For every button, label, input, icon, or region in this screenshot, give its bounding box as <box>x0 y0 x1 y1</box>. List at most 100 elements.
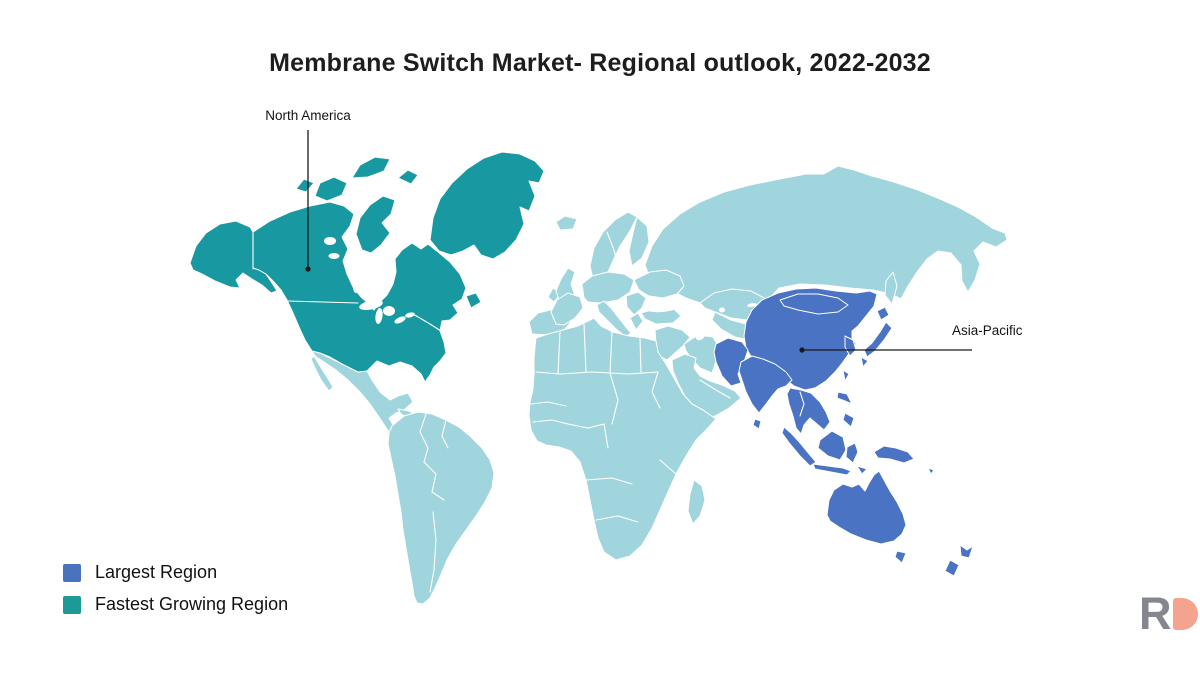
logo-letter-d-shape <box>1172 598 1198 630</box>
landmass-balkans <box>625 291 647 316</box>
great-bear-lake <box>324 237 336 245</box>
great-slave-lake <box>328 253 340 259</box>
border-angola-zambia <box>585 477 633 485</box>
border-west-africa-1 <box>530 401 567 407</box>
landmass-taiwan <box>842 369 850 382</box>
border-south-africa <box>595 515 639 523</box>
landmass-canada-usa <box>252 201 467 383</box>
border-us-canada-east <box>412 313 442 332</box>
landmass-greece <box>629 312 644 331</box>
landmass-finland <box>628 216 650 267</box>
border-bolivia <box>423 461 445 501</box>
landmass-south-america <box>387 411 495 605</box>
border-central-africa <box>603 423 609 449</box>
landmass-indochina-malaya <box>786 387 831 435</box>
landmass-italy <box>596 300 632 338</box>
landmass-borneo <box>817 430 847 461</box>
landmass-mongolia <box>779 293 849 315</box>
lake-huron <box>383 306 395 316</box>
landmass-japan-hokkaido <box>876 306 890 321</box>
landmass-australia <box>826 470 907 545</box>
lake-ontario <box>405 312 415 318</box>
landmass-eastern-europe <box>633 269 685 299</box>
legend-item-largest-region: Largest Region <box>63 562 288 583</box>
legend-swatch-largest-region <box>63 563 81 582</box>
landmass-greenland <box>429 151 545 260</box>
landmass-korea <box>844 335 857 357</box>
lake-balkhash <box>747 303 757 307</box>
landmass-japan-kyushu <box>860 356 869 368</box>
border-norway-sweden <box>606 231 619 267</box>
region-other-markets <box>310 165 1008 605</box>
lake-michigan <box>375 308 383 324</box>
border-africa-ns-4 <box>639 337 642 373</box>
lake-winnipeg <box>353 281 359 293</box>
landmass-alaska <box>189 220 278 294</box>
landmass-madagascar <box>687 479 706 525</box>
landmass-sulawesi <box>845 442 859 464</box>
black-sea <box>642 297 682 313</box>
landmass-devon-island <box>397 169 419 185</box>
border-africa-ns-2 <box>583 323 587 373</box>
landmass-iran <box>683 334 720 374</box>
landmass-japan-honshu <box>863 321 893 358</box>
brand-logo: R <box>1139 588 1198 639</box>
landmass-newfoundland <box>465 292 482 309</box>
legend-label-fastest-growing-region: Fastest Growing Region <box>95 594 289 614</box>
lake-erie <box>394 316 406 324</box>
legend-item-fastest-growing-region: Fastest Growing Region <box>63 594 288 615</box>
landmass-france <box>550 292 584 326</box>
border-thailand-myanmar <box>799 391 805 417</box>
annotation-leaders <box>305 130 972 353</box>
annotation-north-america: North America <box>265 108 351 123</box>
lake-superior <box>359 299 383 311</box>
legend-swatch-fastest-growing-region <box>63 595 81 614</box>
landmass-solomon-islands <box>927 467 935 475</box>
landmass-new-guinea <box>873 445 915 464</box>
border-sahara-horizontal <box>535 371 659 375</box>
border-tanzania <box>659 459 677 475</box>
border-africa-ns-3 <box>609 331 613 374</box>
border-sudan-ethiopia <box>651 371 661 409</box>
landmass-sri-lanka <box>752 418 762 430</box>
landmass-baffin-island <box>355 195 396 254</box>
border-venezuela-brazil <box>441 419 449 449</box>
landmass-new-zealand-south <box>944 559 960 577</box>
landmass-victoria-island <box>314 176 348 202</box>
north-america-leader-dot <box>305 266 311 272</box>
border-saudi-yemen <box>699 379 731 399</box>
landmass-russia <box>644 165 1008 304</box>
landmass-india <box>738 355 793 414</box>
landmass-arabia <box>671 353 742 421</box>
asia-pacific-leader-dot <box>799 347 805 353</box>
landmass-philippines-mindanao <box>842 412 855 428</box>
landmass-banks-island <box>295 178 315 193</box>
landmass-sumatra <box>781 426 817 467</box>
legend: Largest Region Fastest Growing Region <box>63 562 288 626</box>
landmass-java <box>812 463 852 476</box>
annotation-asia-pacific: Asia-Pacific <box>952 323 1023 338</box>
landmass-new-zealand-north <box>959 544 974 559</box>
border-argentina-chile <box>429 511 437 593</box>
landmass-africa <box>528 317 717 561</box>
legend-label-largest-region: Largest Region <box>95 562 218 582</box>
landmass-iceland <box>555 215 578 231</box>
landmass-ellesmere-island <box>351 156 391 179</box>
border-chad-sudan <box>609 372 619 425</box>
landmass-philippines-luzon <box>836 391 853 405</box>
landmass-timor <box>856 465 868 475</box>
logo-letter-r: R <box>1139 588 1171 639</box>
caspian-sea <box>694 309 712 341</box>
border-colombia-peru <box>419 413 429 463</box>
landmass-tasmania <box>894 550 907 564</box>
border-africa-ns-1 <box>557 330 561 375</box>
landmass-afghanistan-pakistan <box>713 337 749 387</box>
border-us-canada-west <box>287 300 359 304</box>
region-fastest-growing-north-america <box>189 151 545 383</box>
page-title: Membrane Switch Market- Regional outlook… <box>269 49 931 77</box>
border-west-africa-2 <box>532 419 605 429</box>
region-largest-asia-pacific <box>713 287 974 577</box>
country-border-lines <box>252 230 805 593</box>
